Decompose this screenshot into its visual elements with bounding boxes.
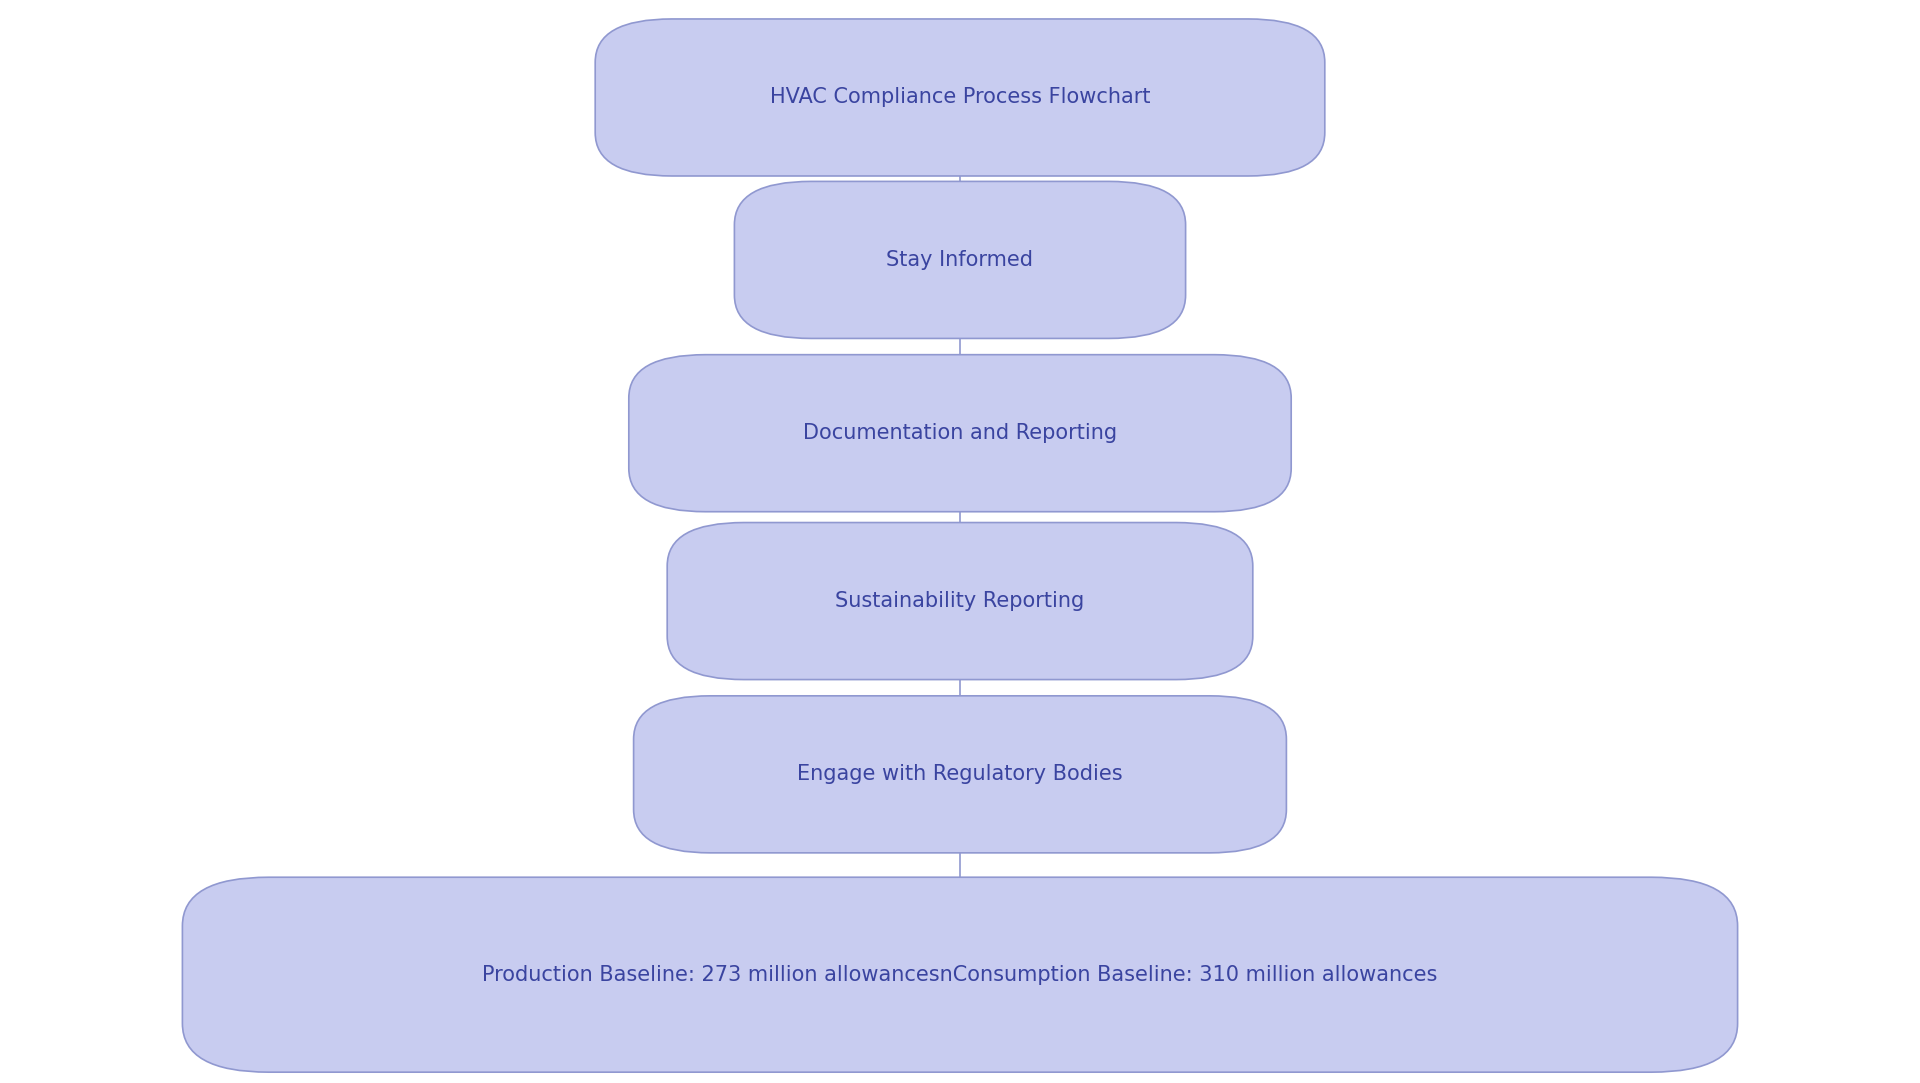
FancyBboxPatch shape xyxy=(668,522,1254,680)
Text: Documentation and Reporting: Documentation and Reporting xyxy=(803,423,1117,443)
Text: Production Baseline: 273 million allowancesnConsumption Baseline: 310 million al: Production Baseline: 273 million allowan… xyxy=(482,965,1438,984)
Text: Stay Informed: Stay Informed xyxy=(887,250,1033,270)
FancyBboxPatch shape xyxy=(733,182,1185,338)
FancyBboxPatch shape xyxy=(595,18,1325,175)
FancyBboxPatch shape xyxy=(634,696,1286,853)
Text: HVAC Compliance Process Flowchart: HVAC Compliance Process Flowchart xyxy=(770,88,1150,107)
FancyBboxPatch shape xyxy=(630,355,1292,512)
Text: Engage with Regulatory Bodies: Engage with Regulatory Bodies xyxy=(797,765,1123,784)
Text: Sustainability Reporting: Sustainability Reporting xyxy=(835,591,1085,611)
FancyBboxPatch shape xyxy=(182,877,1738,1072)
